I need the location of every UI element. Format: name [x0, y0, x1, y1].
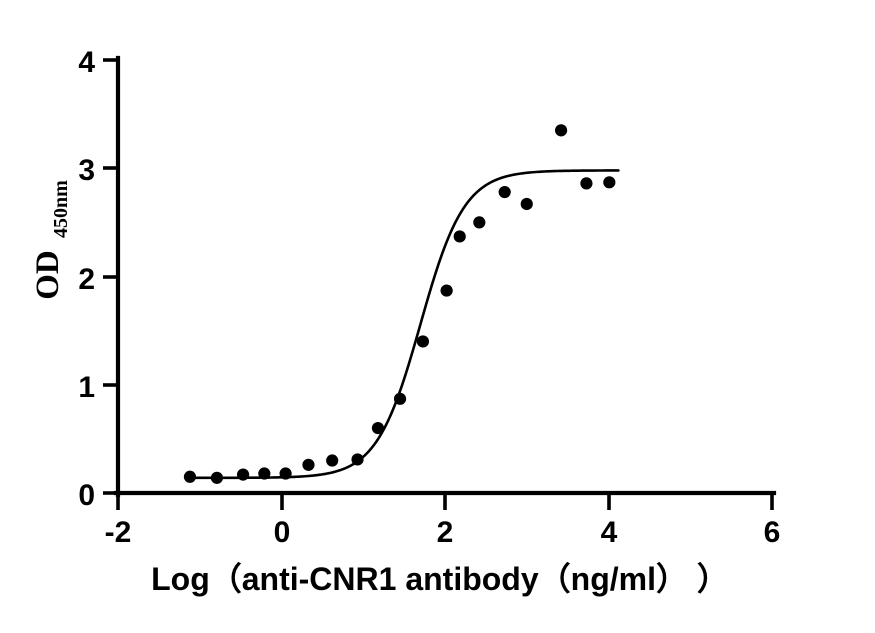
data-point [603, 176, 616, 189]
y-axis-title: OD [30, 250, 66, 300]
data-point [302, 458, 315, 471]
y-tick-label-4: 4 [78, 46, 95, 79]
data-point [326, 454, 339, 467]
data-point [473, 216, 486, 229]
x-axis-ticks [116, 493, 774, 510]
data-point [279, 467, 292, 480]
y-axis-title-group: OD 450nm [30, 180, 72, 300]
x-tick-label-0: 0 [274, 516, 291, 549]
data-point [371, 421, 385, 435]
axes-group [113, 55, 777, 498]
data-point [351, 453, 364, 466]
y-axis-title-subscript: 450nm [50, 180, 72, 238]
y-tick-label-3: 3 [78, 154, 95, 187]
x-tick-label-neg2: -2 [105, 516, 132, 549]
x-tick-label-4: 4 [601, 516, 618, 549]
data-point [498, 185, 511, 199]
data-point [393, 392, 407, 405]
x-tick-label-6: 6 [764, 516, 781, 549]
data-point [440, 284, 453, 297]
data-point [210, 471, 224, 484]
y-tick-label-0: 0 [78, 479, 95, 512]
y-axis-tick-labels: 4 3 2 1 0 [78, 46, 95, 512]
x-tick-label-2: 2 [437, 516, 454, 549]
y-axis-ticks [103, 58, 118, 495]
data-points-layer [183, 124, 616, 484]
data-point [416, 335, 430, 348]
data-point [520, 197, 533, 211]
data-point [258, 467, 271, 480]
data-point [236, 468, 250, 481]
fitted-curve [188, 169, 620, 480]
x-axis-tick-labels: -2 0 2 4 6 [105, 516, 781, 549]
data-point [453, 230, 466, 243]
y-tick-label-2: 2 [78, 263, 95, 296]
y-tick-label-1: 1 [78, 371, 95, 404]
x-axis-title: Log（anti-CNR1 antibody（ng/ml） ） [151, 561, 729, 597]
data-point [554, 124, 568, 137]
data-point [183, 470, 197, 483]
data-point [580, 177, 593, 190]
